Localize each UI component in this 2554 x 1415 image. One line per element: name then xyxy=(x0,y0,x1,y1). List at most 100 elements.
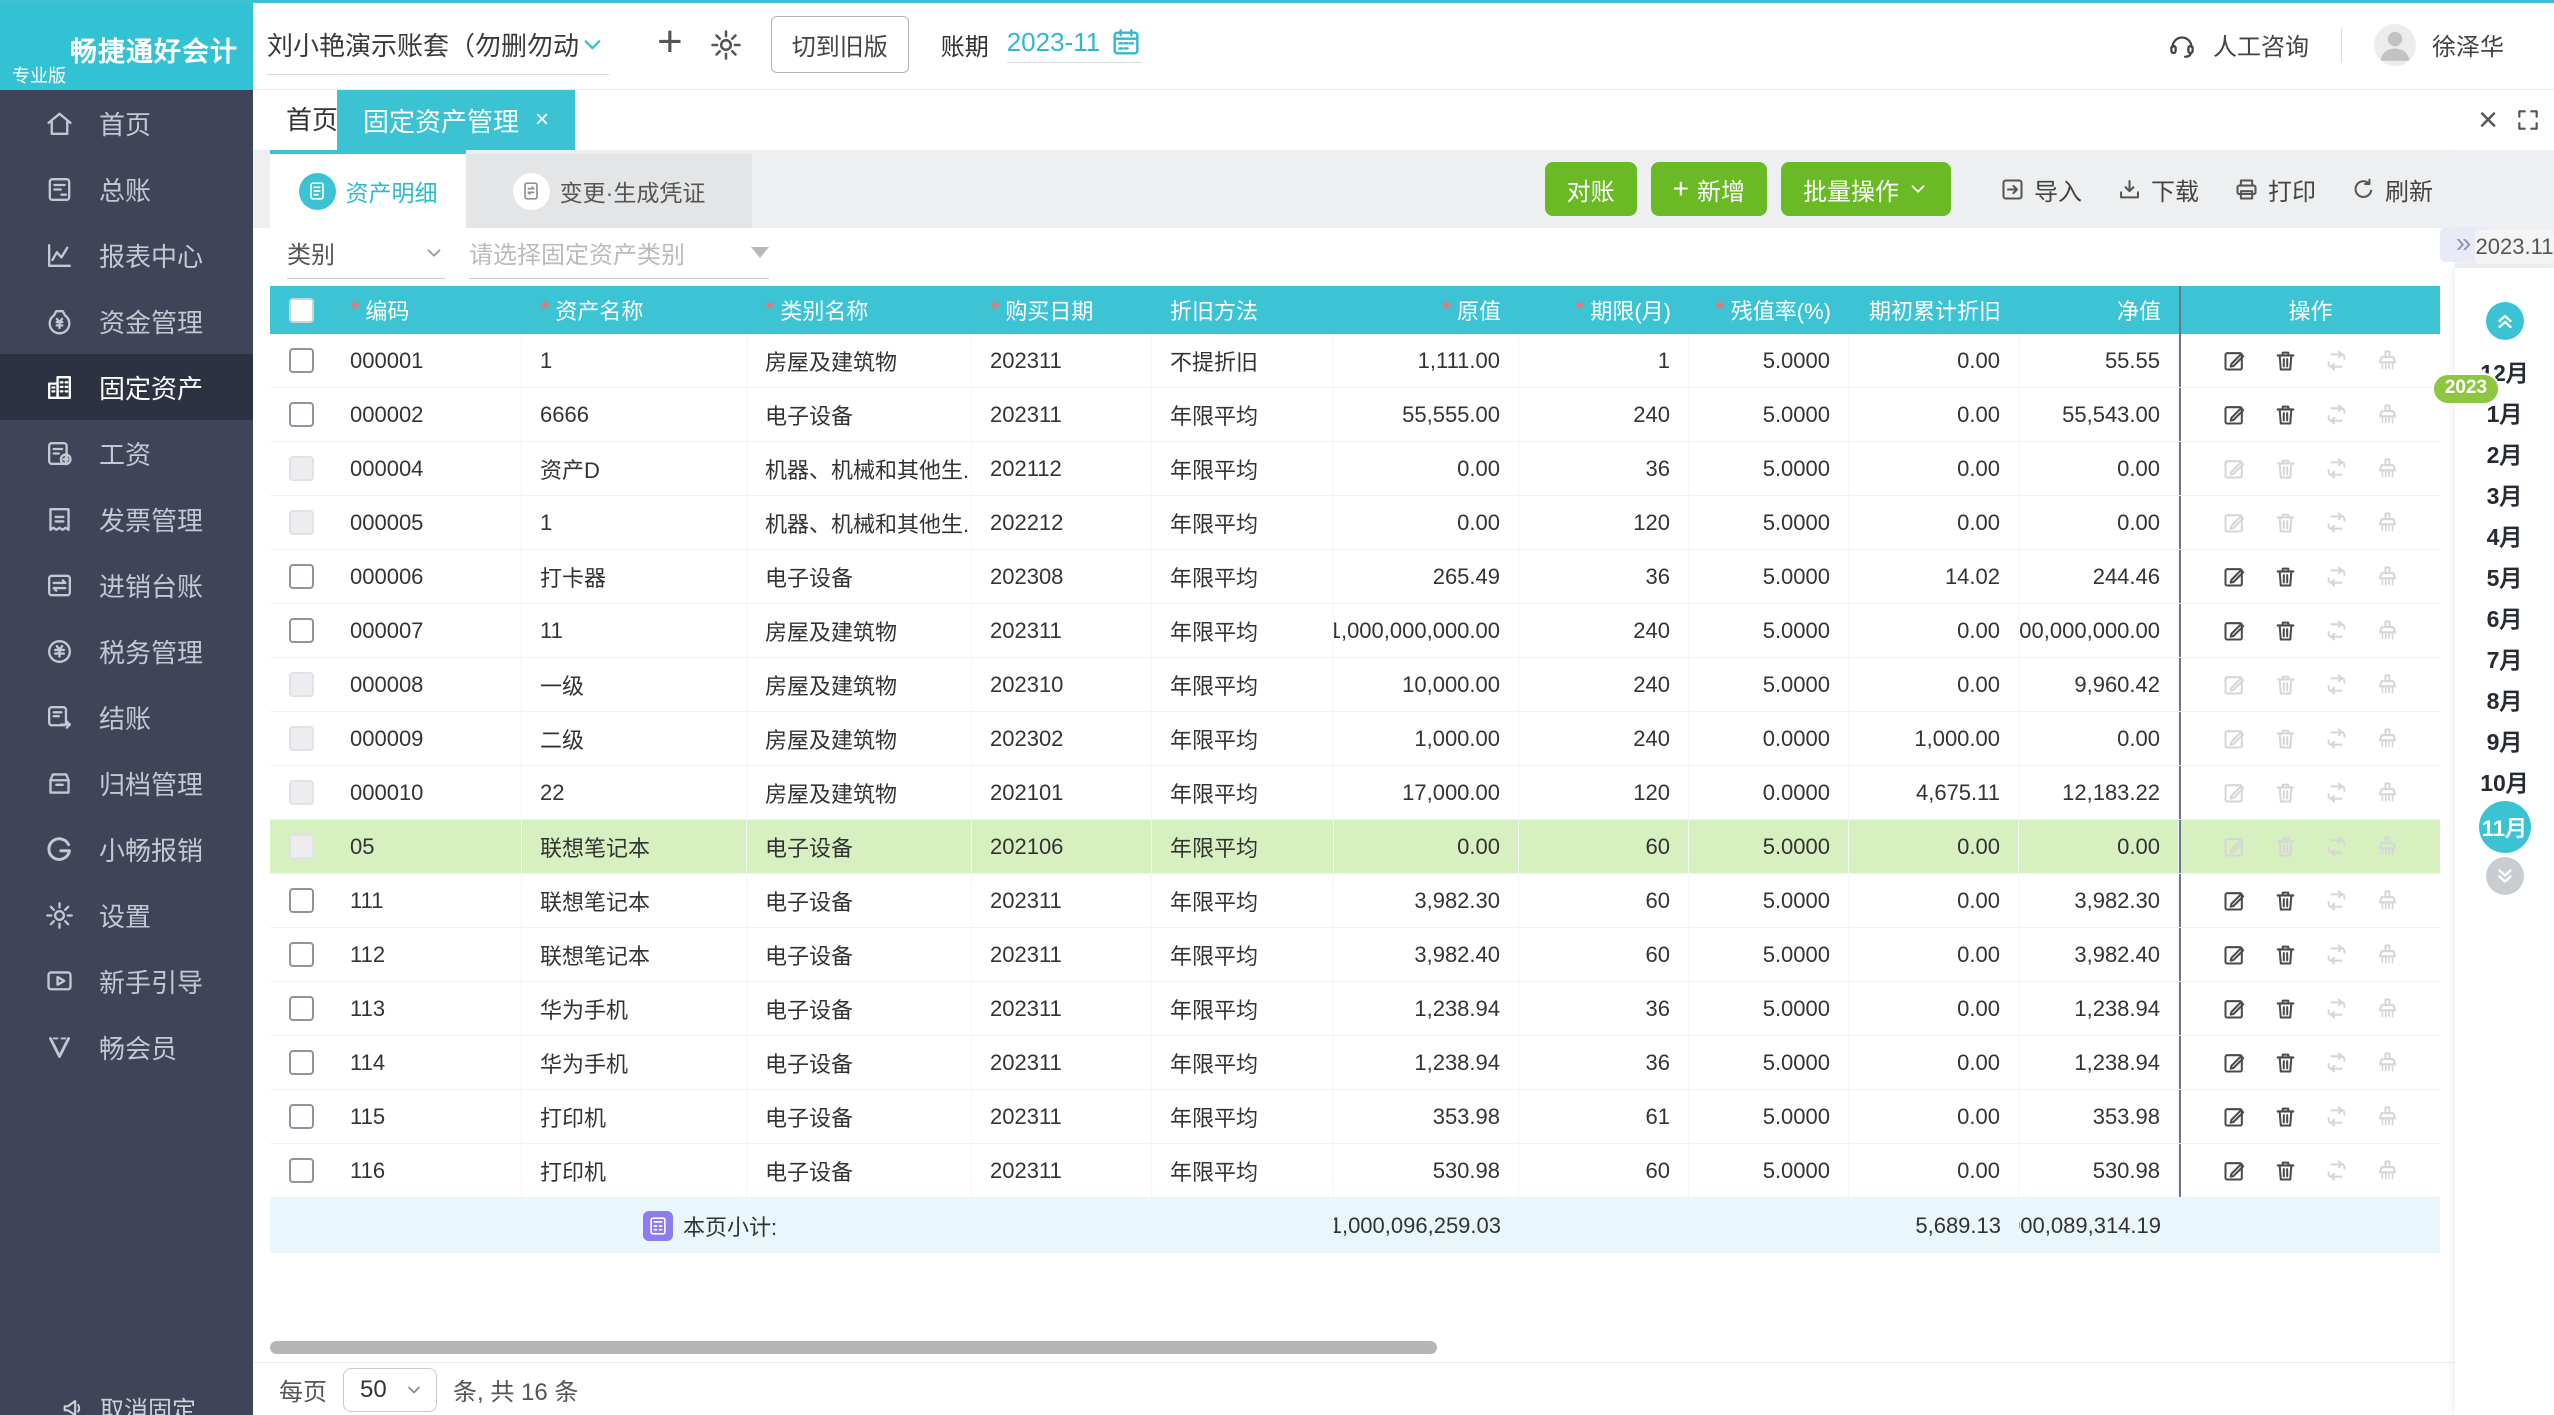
subtab-change-voucher[interactable]: 变更·生成凭证 xyxy=(466,154,752,228)
month-item-10月[interactable]: 10月 xyxy=(2480,769,2529,796)
home-icon xyxy=(44,108,75,139)
subtab-asset-detail[interactable]: 资产明细 xyxy=(270,150,466,228)
row-checkbox[interactable] xyxy=(288,618,314,643)
row-checkbox[interactable] xyxy=(288,348,314,373)
edit-icon[interactable] xyxy=(2221,1049,2248,1076)
sidebar-item-building[interactable]: 固定资产 xyxy=(0,354,253,420)
delete-icon[interactable] xyxy=(2272,887,2299,914)
sidebar-item-closing[interactable]: 结账 xyxy=(0,684,253,750)
delete-icon[interactable] xyxy=(2272,941,2299,968)
row-checkbox[interactable] xyxy=(288,942,314,967)
row-checkbox-cell xyxy=(270,1036,332,1089)
period-selector[interactable]: 2023-11 xyxy=(1006,26,1143,63)
month-item-5月[interactable]: 5月 xyxy=(2486,564,2523,591)
row-checkbox[interactable] xyxy=(288,888,314,913)
sidebar-item-archive[interactable]: 归档管理 xyxy=(0,750,253,816)
column-header-net: 净值 xyxy=(2019,294,2179,326)
sidebar-item-ledger[interactable]: 总账 xyxy=(0,156,253,222)
month-item-9月[interactable]: 9月 xyxy=(2486,728,2523,755)
cell-date: 202106 xyxy=(972,820,1152,873)
delete-icon[interactable] xyxy=(2272,1157,2299,1184)
month-item-1月[interactable]: 1月 xyxy=(2486,400,2523,427)
month-item-2月[interactable]: 2月 xyxy=(2486,441,2523,468)
app-title: 畅捷通好会计 xyxy=(70,37,238,67)
tab-home[interactable]: 首页 xyxy=(270,90,354,150)
delete-icon[interactable] xyxy=(2272,1049,2299,1076)
row-checkbox[interactable] xyxy=(288,996,314,1021)
select-all-checkbox[interactable] xyxy=(288,297,314,323)
cell-months: 60 xyxy=(1519,820,1689,873)
pagination: 每页 50 条, 共 16 条 xyxy=(253,1362,2455,1415)
switch-old-version-button[interactable]: 切到旧版 xyxy=(770,16,909,73)
horizontal-scrollbar-thumb[interactable] xyxy=(270,1341,1437,1354)
import-button[interactable]: 导入 xyxy=(1999,172,2082,207)
account-set-selector[interactable]: 刘小艳演示账套（勿删勿动！）1 xyxy=(267,0,639,90)
edit-icon[interactable] xyxy=(2221,941,2248,968)
sidebar-item-member[interactable]: 畅会员 xyxy=(0,1014,253,1080)
summary-initial_dep: 5,689.13 xyxy=(1915,1212,2001,1238)
filter-category-select[interactable]: 请选择固定资产类别 xyxy=(469,235,769,279)
download-button[interactable]: 下载 xyxy=(2116,172,2199,207)
per-page-select[interactable]: 50 xyxy=(343,1367,437,1412)
sidebar-item-funds[interactable]: 资金管理 xyxy=(0,288,253,354)
support-link[interactable]: 人工咨询 xyxy=(2213,34,2309,61)
sidebar-item-gear[interactable]: 设置 xyxy=(0,882,253,948)
month-item-4月[interactable]: 4月 xyxy=(2486,523,2523,550)
delete-icon[interactable] xyxy=(2272,347,2299,374)
edit-icon[interactable] xyxy=(2221,887,2248,914)
row-checkbox[interactable] xyxy=(288,1050,314,1075)
row-checkbox[interactable] xyxy=(288,1104,314,1129)
month-item-8月[interactable]: 8月 xyxy=(2486,687,2523,714)
tab-fixed-assets[interactable]: 固定资产管理 × xyxy=(337,90,576,150)
sidebar-item-salary[interactable]: 工资 xyxy=(0,420,253,486)
cell-date: 202310 xyxy=(972,658,1152,711)
month-item-6月[interactable]: 6月 xyxy=(2486,605,2523,632)
refresh-button[interactable]: 刷新 xyxy=(2350,172,2433,207)
add-button[interactable]: + 新增 xyxy=(1650,162,1767,216)
username[interactable]: 徐泽华 xyxy=(2432,34,2504,61)
delete-icon[interactable] xyxy=(2272,617,2299,644)
row-checkbox[interactable] xyxy=(288,1158,314,1183)
month-item-11月[interactable]: 11月 xyxy=(2478,801,2531,853)
edit-icon[interactable] xyxy=(2221,1103,2248,1130)
delete-icon[interactable] xyxy=(2272,995,2299,1022)
avatar[interactable] xyxy=(2374,23,2416,66)
print-button[interactable]: 打印 xyxy=(2233,172,2316,207)
edit-icon[interactable] xyxy=(2221,1157,2248,1184)
delete-icon[interactable] xyxy=(2272,401,2299,428)
scroll-months-up-button[interactable] xyxy=(2485,302,2524,340)
cell-rate: 0.0000 xyxy=(1689,766,1849,819)
sidebar-item-report[interactable]: 报表中心 xyxy=(0,222,253,288)
fullscreen-button[interactable] xyxy=(2502,90,2554,150)
reimburse-icon xyxy=(44,834,75,865)
sidebar-item-invoice[interactable]: 发票管理 xyxy=(0,486,253,552)
row-checkbox[interactable] xyxy=(288,402,314,427)
filter-type-select[interactable]: 类别 xyxy=(287,235,445,279)
month-item-3月[interactable]: 3月 xyxy=(2486,482,2523,509)
sidebar-item-reimburse[interactable]: 小畅报销 xyxy=(0,816,253,882)
edit-icon[interactable] xyxy=(2221,563,2248,590)
sidebar-item-tax[interactable]: 税务管理 xyxy=(0,618,253,684)
tab-close-icon[interactable]: × xyxy=(535,106,550,133)
reconcile-button[interactable]: 对账 xyxy=(1544,162,1637,216)
summary-rate xyxy=(1689,1198,1849,1253)
edit-icon[interactable] xyxy=(2221,401,2248,428)
delete-icon[interactable] xyxy=(2272,1103,2299,1130)
gear-icon[interactable] xyxy=(709,28,743,62)
sidebar-item-trade[interactable]: 进销台账 xyxy=(0,552,253,618)
sidebar-item-home[interactable]: 首页 xyxy=(0,90,253,156)
sidebar-item-guide[interactable]: 新手引导 xyxy=(0,948,253,1014)
edit-icon[interactable] xyxy=(2221,347,2248,374)
scroll-months-down-button[interactable] xyxy=(2485,857,2524,895)
month-item-7月[interactable]: 7月 xyxy=(2486,646,2523,673)
sidebar-pin[interactable]: 取消固定 xyxy=(60,1390,196,1415)
delete-icon[interactable] xyxy=(2272,563,2299,590)
row-checkbox[interactable] xyxy=(288,564,314,589)
edit-icon[interactable] xyxy=(2221,617,2248,644)
add-account-set-button[interactable]: + xyxy=(657,16,683,66)
edit-icon[interactable] xyxy=(2221,995,2248,1022)
change-voucher-icon xyxy=(512,172,550,210)
column-header-code: * 编码 xyxy=(332,294,522,326)
batch-actions-button[interactable]: 批量操作 xyxy=(1781,162,1951,216)
